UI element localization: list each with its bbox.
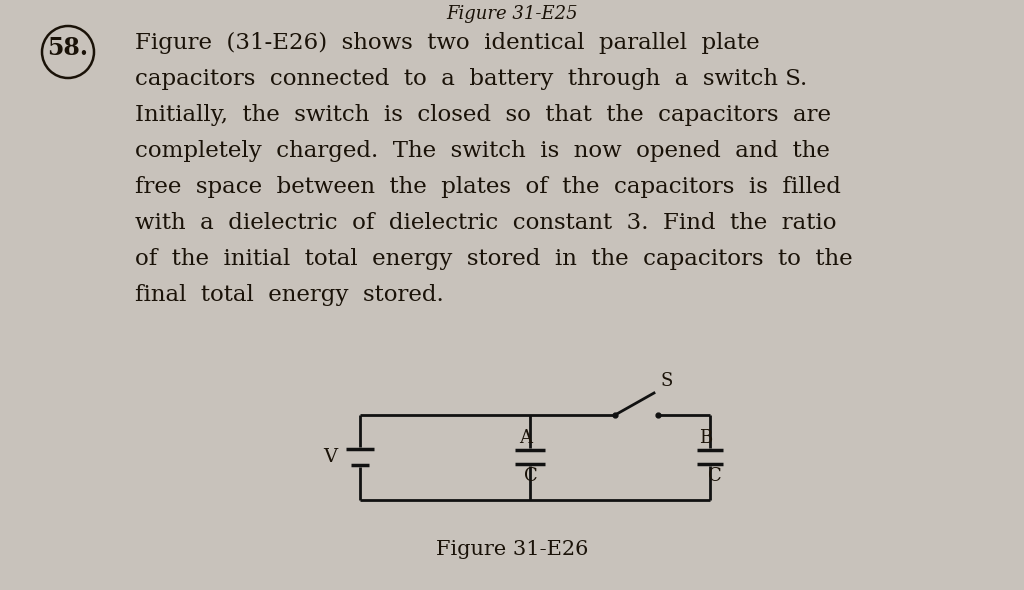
- Text: B: B: [699, 429, 713, 447]
- Text: completely  charged.  The  switch  is  now  opened  and  the: completely charged. The switch is now op…: [135, 140, 829, 162]
- Text: capacitors  connected  to  a  battery  through  a  switch S.: capacitors connected to a battery throug…: [135, 68, 807, 90]
- Text: A: A: [519, 429, 532, 447]
- Text: final  total  energy  stored.: final total energy stored.: [135, 284, 443, 306]
- Text: C: C: [709, 467, 722, 485]
- Text: C: C: [524, 467, 538, 485]
- Text: Initially,  the  switch  is  closed  so  that  the  capacitors  are: Initially, the switch is closed so that …: [135, 104, 831, 126]
- Text: of  the  initial  total  energy  stored  in  the  capacitors  to  the: of the initial total energy stored in th…: [135, 248, 853, 270]
- Text: with  a  dielectric  of  dielectric  constant  3.  Find  the  ratio: with a dielectric of dielectric constant…: [135, 212, 837, 234]
- Text: 58.: 58.: [47, 36, 88, 60]
- Text: free  space  between  the  plates  of  the  capacitors  is  filled: free space between the plates of the cap…: [135, 176, 841, 198]
- Text: Figure 31-E25: Figure 31-E25: [446, 5, 578, 23]
- Text: V: V: [323, 448, 337, 466]
- Text: Figure 31-E26: Figure 31-E26: [436, 540, 588, 559]
- Text: Figure  (31-E26)  shows  two  identical  parallel  plate: Figure (31-E26) shows two identical para…: [135, 32, 760, 54]
- Text: S: S: [660, 372, 673, 390]
